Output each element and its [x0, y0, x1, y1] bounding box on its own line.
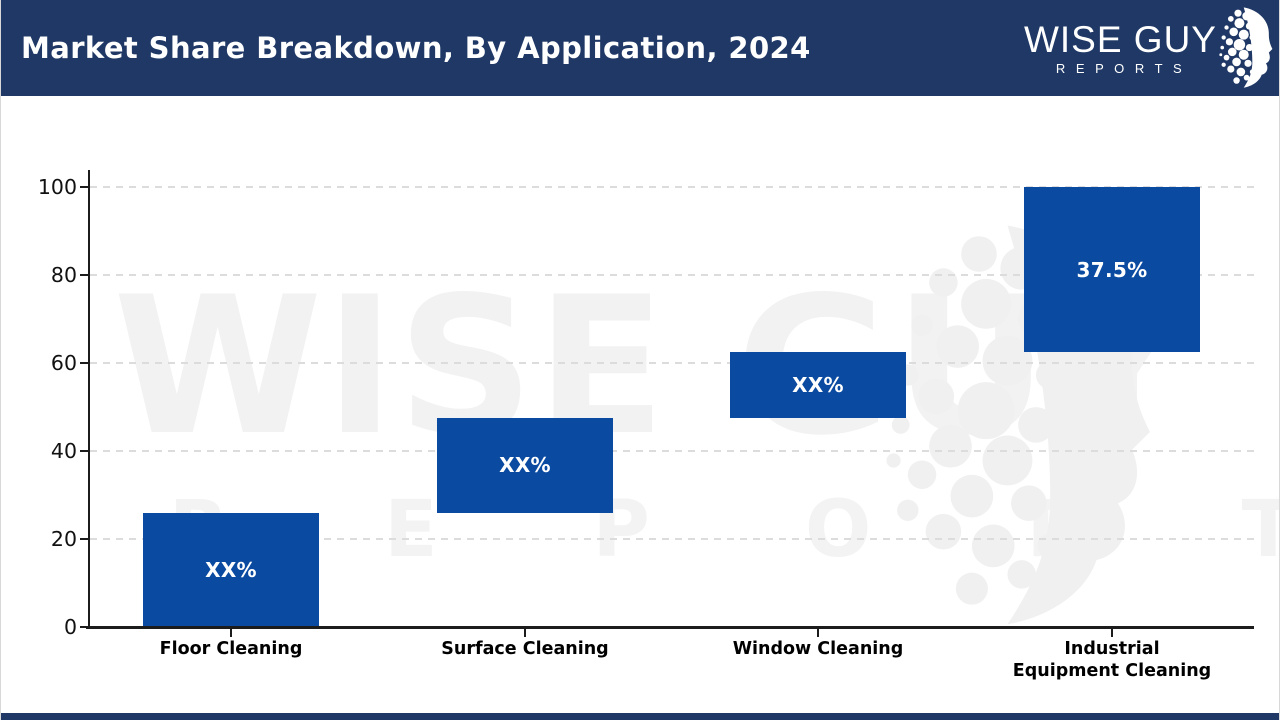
bar-value-label: XX%	[792, 373, 844, 397]
y-tick-label-100: 100	[37, 175, 77, 199]
x-tick-mark-floor-cleaning	[230, 628, 232, 637]
chart-title: Market Share Breakdown, By Application, …	[21, 31, 811, 65]
footer-bar	[1, 713, 1279, 720]
x-category-label-surface-cleaning: Surface Cleaning	[441, 639, 609, 659]
x-tick-mark-window-cleaning	[817, 628, 819, 637]
y-tick-label-80: 80	[50, 263, 77, 287]
x-category-label-window-cleaning: Window Cleaning	[732, 639, 904, 659]
y-tick-mark-60	[80, 362, 89, 364]
x-category-label-floor-cleaning: Floor Cleaning	[159, 639, 303, 659]
gridline-100	[90, 186, 1254, 188]
gridline-60	[90, 362, 1254, 364]
bar-value-label: XX%	[205, 557, 257, 582]
y-tick-mark-80	[80, 274, 89, 276]
bar-industrial-equipment-cleaning: 37.5%	[1024, 187, 1200, 352]
x-tick-mark-industrial-equipment-cleaning	[1111, 628, 1113, 637]
y-tick-label-20: 20	[50, 527, 77, 551]
logo-wordmark: WISE GUY	[1023, 19, 1217, 60]
y-tick-mark-20	[80, 538, 89, 540]
y-tick-label-60: 60	[50, 351, 77, 375]
x-tick-mark-surface-cleaning	[524, 628, 526, 637]
y-tick-label-40: 40	[50, 439, 77, 463]
bar-surface-cleaning: XX%	[437, 418, 613, 513]
bar-value-label: XX%	[499, 453, 551, 478]
bar-floor-cleaning: XX%	[143, 512, 319, 627]
y-tick-label-0: 0	[63, 615, 77, 639]
bar-value-label: 37.5%	[1076, 257, 1148, 282]
gridline-20	[90, 538, 1254, 540]
y-tick-mark-40	[80, 450, 89, 452]
y-axis-line	[88, 170, 90, 628]
x-category-label-industrial-equipment-cleaning: Industrial Equipment Cleaning	[1012, 639, 1212, 681]
bar-window-cleaning: XX%	[730, 352, 906, 418]
y-tick-mark-0	[80, 626, 89, 628]
logo-tagline: R E P O R T S	[1055, 61, 1186, 76]
gridline-80	[90, 274, 1254, 276]
logo-face-icon	[1219, 7, 1273, 88]
y-tick-mark-100	[80, 186, 89, 188]
header: Market Share Breakdown, By Application, …	[1, 0, 1279, 96]
x-axis-line	[86, 626, 1254, 629]
gridline-40	[90, 450, 1254, 452]
logo-text: WISE GUY R E P O R T S	[1024, 20, 1217, 77]
wiseguy-logo: WISE GUY R E P O R T S	[1023, 4, 1275, 92]
